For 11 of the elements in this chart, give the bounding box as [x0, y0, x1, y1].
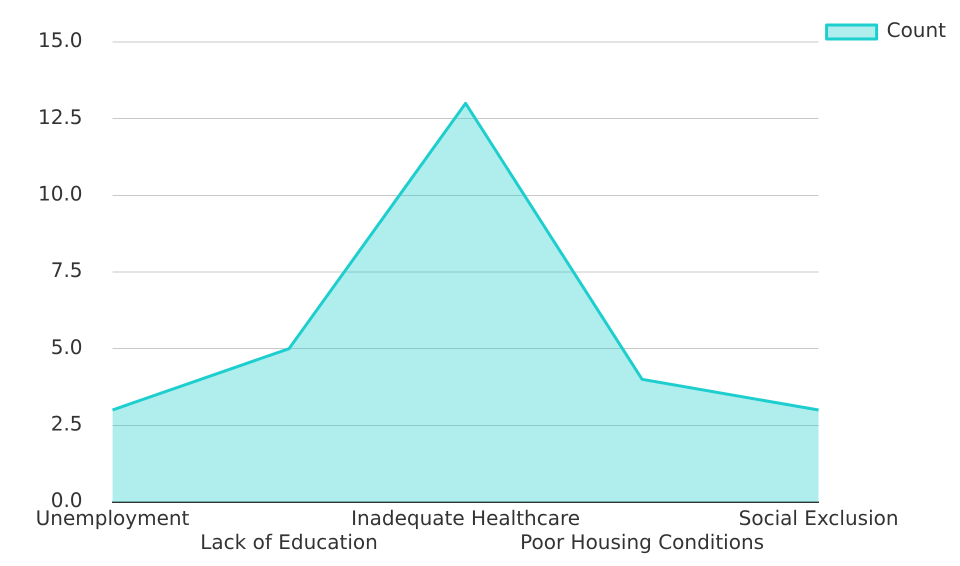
legend-label: Count [886, 18, 946, 42]
y-tick-label: 10.0 [38, 182, 83, 206]
y-tick-label: 2.5 [50, 412, 83, 436]
x-tick-label: Lack of Education [200, 530, 378, 554]
y-tick-label: 7.5 [50, 258, 83, 282]
y-tick-label: 12.5 [38, 104, 83, 129]
x-tick-label: Poor Housing Conditions [520, 530, 764, 554]
y-tick-label: 15.0 [38, 28, 83, 52]
x-tick-label: Social Exclusion [738, 506, 899, 530]
y-tick-label: 5.0 [50, 334, 83, 359]
x-tick-label: Inadequate Healthcare [351, 506, 580, 530]
